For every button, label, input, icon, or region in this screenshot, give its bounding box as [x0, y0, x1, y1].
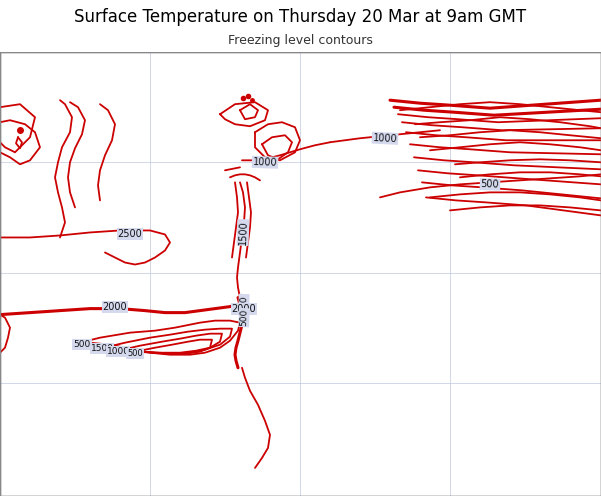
Text: 2000: 2000 — [232, 304, 256, 313]
Text: 1500: 1500 — [237, 220, 248, 245]
Text: 500: 500 — [127, 349, 143, 358]
Text: 2500: 2500 — [118, 230, 142, 240]
Text: Freezing level contours: Freezing level contours — [228, 34, 373, 47]
Text: 1000: 1000 — [373, 132, 397, 144]
Text: 1000: 1000 — [106, 347, 129, 356]
Text: Surface Temperature on Thursday 20 Mar at 9am GMT: Surface Temperature on Thursday 20 Mar a… — [75, 7, 526, 26]
Text: 10: 10 — [239, 295, 249, 307]
Text: 1000: 1000 — [252, 157, 278, 168]
Text: 500: 500 — [481, 179, 499, 189]
Text: 1500: 1500 — [91, 344, 114, 353]
Text: 500: 500 — [73, 340, 91, 349]
Text: 500: 500 — [239, 309, 249, 326]
Text: 2000: 2000 — [103, 302, 127, 311]
